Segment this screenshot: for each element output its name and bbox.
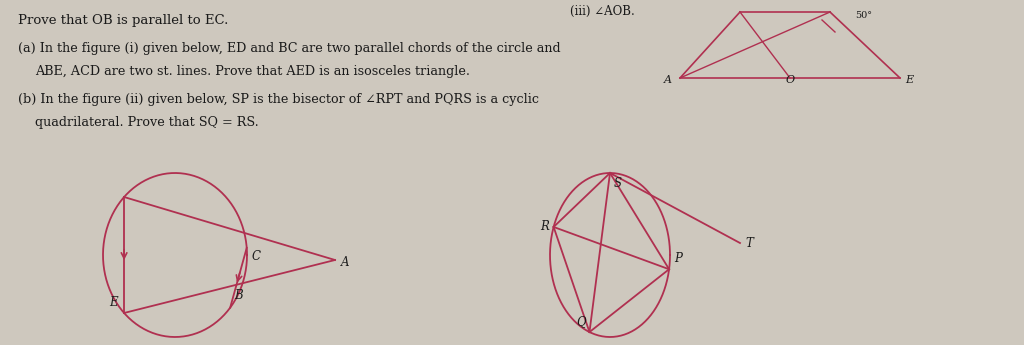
- Text: (a) In the figure (i) given below, ED and BC are two parallel chords of the circ: (a) In the figure (i) given below, ED an…: [18, 42, 560, 55]
- Text: P: P: [674, 252, 682, 265]
- Text: O: O: [785, 75, 795, 85]
- Text: ABE, ACD are two st. lines. Prove that AED is an isosceles triangle.: ABE, ACD are two st. lines. Prove that A…: [35, 65, 470, 78]
- Text: C: C: [252, 250, 261, 263]
- Text: quadrilateral. Prove that SQ = RS.: quadrilateral. Prove that SQ = RS.: [35, 116, 259, 129]
- Text: 50°: 50°: [855, 11, 872, 20]
- Text: B: B: [234, 289, 243, 302]
- Text: (iii) ∠AOB.: (iii) ∠AOB.: [570, 5, 635, 18]
- Text: (b) In the figure (ii) given below, SP is the bisector of ∠RPT and PQRS is a cyc: (b) In the figure (ii) given below, SP i…: [18, 93, 539, 106]
- Text: E: E: [905, 75, 913, 85]
- Text: A: A: [341, 256, 349, 268]
- Text: T: T: [745, 237, 753, 249]
- Text: Prove that OB is parallel to EC.: Prove that OB is parallel to EC.: [18, 14, 228, 27]
- Text: Q: Q: [575, 315, 586, 328]
- Text: E: E: [110, 296, 118, 309]
- Text: S: S: [614, 177, 622, 190]
- Text: A: A: [664, 75, 672, 85]
- Text: R: R: [540, 220, 549, 234]
